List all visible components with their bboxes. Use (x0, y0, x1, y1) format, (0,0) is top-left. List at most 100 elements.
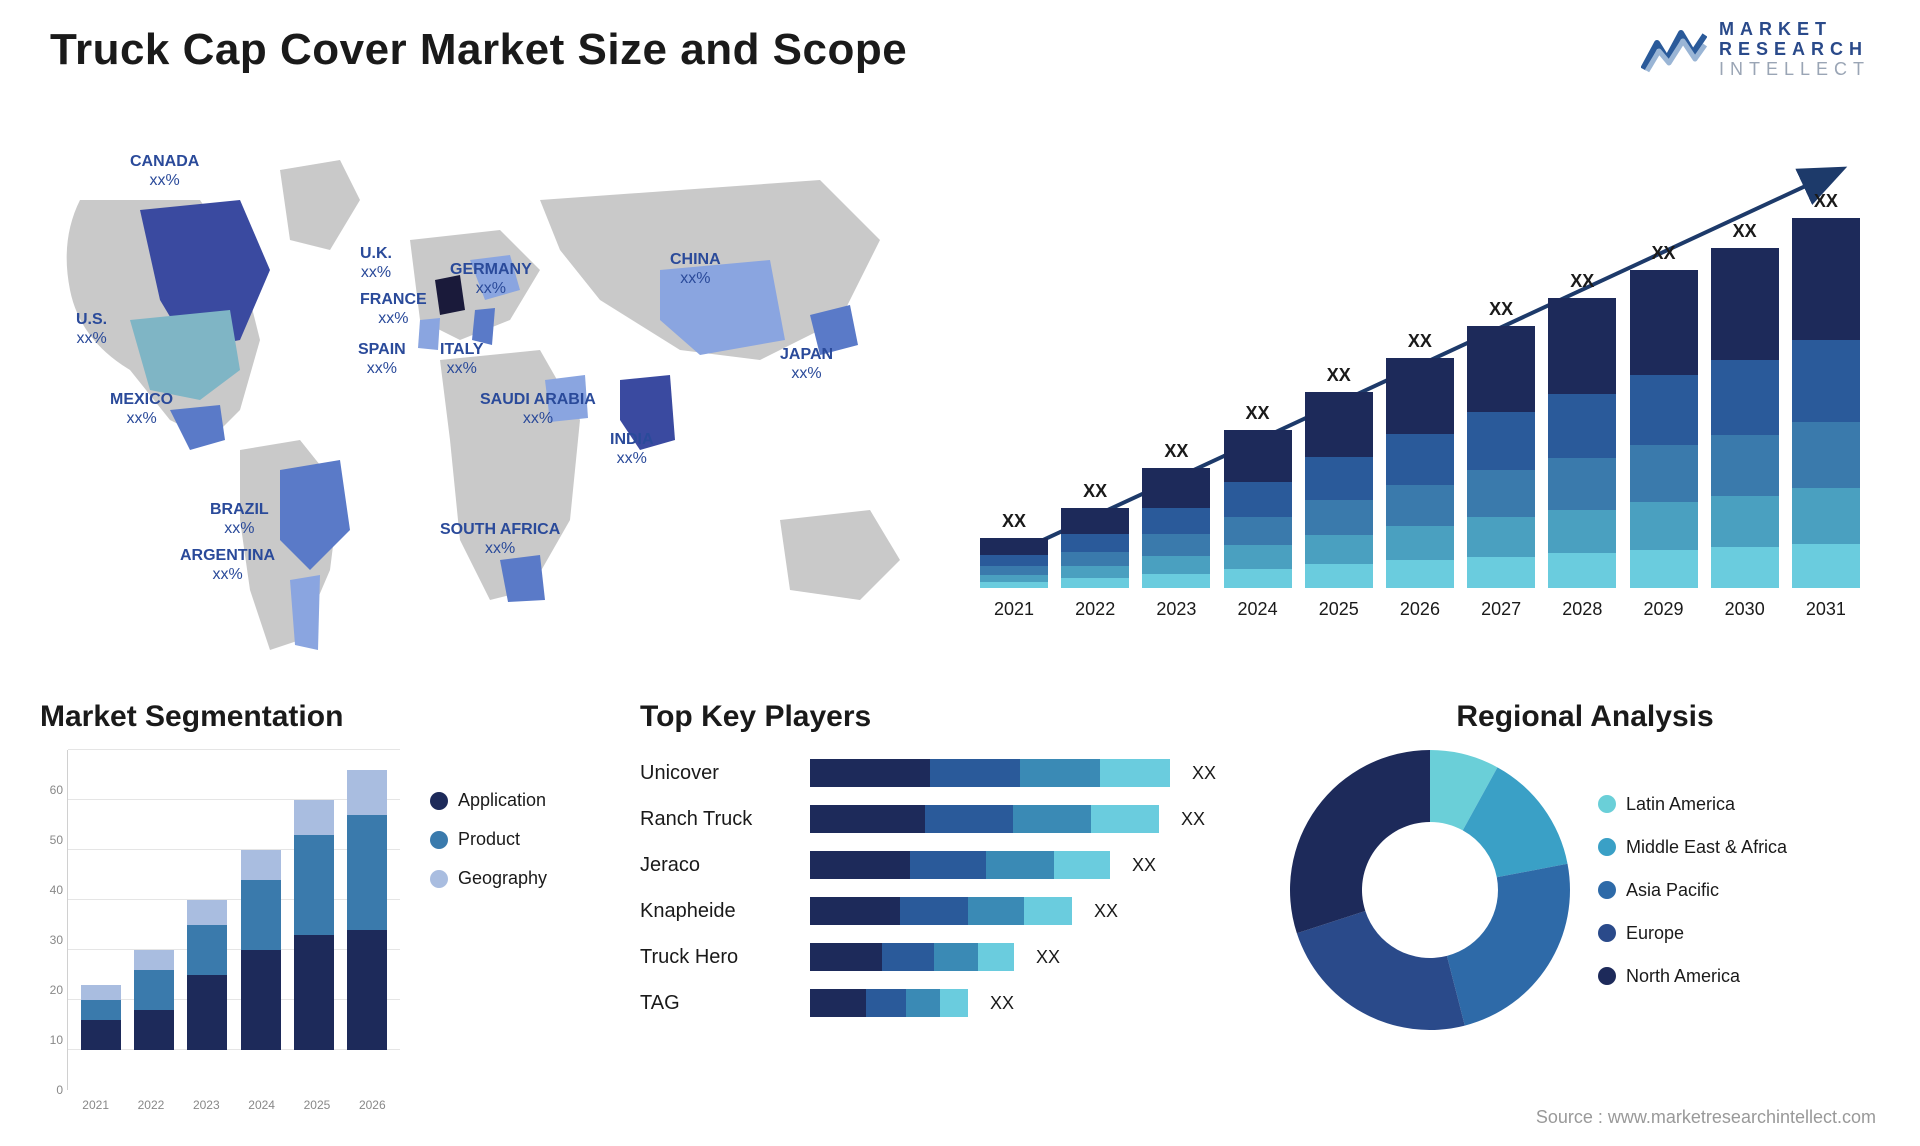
source-text: Source : www.marketresearchintellect.com (1536, 1107, 1876, 1128)
map-label: BRAZILxx% (210, 500, 269, 538)
region-legend-item: North America (1598, 966, 1787, 987)
growth-bar-label: XX (1814, 191, 1838, 212)
growth-bar: XX (1711, 221, 1779, 588)
region-legend-item: Latin America (1598, 794, 1787, 815)
player-name: Unicover (640, 762, 800, 785)
brand-logo: MARKET RESEARCH INTELLECT (1641, 20, 1870, 79)
seg-bar (294, 800, 334, 1050)
growth-bar: XX (980, 511, 1048, 588)
growth-bar-label: XX (1164, 441, 1188, 462)
map-label: ITALYxx% (440, 340, 484, 378)
map-label: U.K.xx% (360, 244, 392, 282)
player-name: Knapheide (640, 900, 800, 923)
growth-year-label: 2031 (1792, 599, 1860, 620)
growth-bar-label: XX (1002, 511, 1026, 532)
growth-year-label: 2028 (1548, 599, 1616, 620)
growth-year-label: 2022 (1061, 599, 1129, 620)
region-legend-item: Europe (1598, 923, 1787, 944)
growth-year-label: 2025 (1305, 599, 1373, 620)
map-label: INDIAxx% (610, 430, 654, 468)
growth-bar: XX (1792, 191, 1860, 588)
player-row: KnapheideXX (640, 888, 1260, 934)
map-label: U.S.xx% (76, 310, 107, 348)
header: Truck Cap Cover Market Size and Scope MA… (50, 20, 1870, 79)
player-row: Ranch Truck XX (640, 796, 1260, 842)
player-row: UnicoverXX (640, 750, 1260, 796)
players-list: UnicoverXXRanch TruckXXJeracoXXKnapheide… (640, 750, 1260, 1026)
region-legend-item: Middle East & Africa (1598, 837, 1787, 858)
growth-bar: XX (1548, 271, 1616, 588)
growth-bar: XX (1224, 403, 1292, 588)
growth-bar-label: XX (1570, 271, 1594, 292)
map-label: SOUTH AFRICAxx% (440, 520, 560, 558)
growth-bar-label: XX (1408, 331, 1432, 352)
growth-bar-label: XX (1733, 221, 1757, 242)
map-label: ARGENTINAxx% (180, 546, 275, 584)
player-name: Ranch Truck (640, 808, 800, 831)
growth-bar: XX (1142, 441, 1210, 588)
growth-bar: XX (1061, 481, 1129, 588)
player-value: XX (990, 993, 1014, 1014)
player-row: Truck HeroXX (640, 934, 1260, 980)
seg-bar (81, 985, 121, 1050)
growth-year-label: 2021 (980, 599, 1048, 620)
growth-year-label: 2026 (1386, 599, 1454, 620)
segmentation-chart: 0102030405060 Application Product Geograph… (40, 750, 600, 1090)
seg-yaxis: 0102030405060 (40, 750, 68, 1090)
map-label: GERMANYxx% (450, 260, 532, 298)
growth-bar-label: XX (1489, 299, 1513, 320)
logo-icon (1641, 25, 1707, 75)
seg-bar (187, 900, 227, 1050)
growth-year-label: 2029 (1630, 599, 1698, 620)
growth-year-label: 2027 (1467, 599, 1535, 620)
regional-title: Regional Analysis (1290, 700, 1880, 734)
seg-legend: Application Product Geography (400, 750, 600, 1090)
seg-xaxis: 202120222023202420252026 (68, 1098, 400, 1112)
player-value: XX (1181, 809, 1205, 830)
player-name: Jeraco (640, 854, 800, 877)
logo-line1: MARKET (1719, 20, 1870, 40)
growth-year-label: 2023 (1142, 599, 1210, 620)
growth-bar: XX (1386, 331, 1454, 588)
legend-item: Application (430, 790, 600, 811)
growth-chart: XX XX XX XX XX XX XX XX XX XX XX 2021 2022 2023 2024 2… (980, 140, 1860, 620)
map-label: SPAINxx% (358, 340, 406, 378)
map-label: JAPANxx% (780, 345, 833, 383)
player-value: XX (1036, 947, 1060, 968)
legend-item: Product (430, 829, 600, 850)
growth-bar: XX (1305, 365, 1373, 588)
players-title: Top Key Players (640, 700, 1260, 734)
growth-bar-label: XX (1246, 403, 1270, 424)
map-label: SAUDI ARABIAxx% (480, 390, 596, 428)
regional-legend: Latin AmericaMiddle East & AfricaAsia Pa… (1598, 794, 1787, 987)
growth-bar: XX (1630, 243, 1698, 588)
seg-bar (134, 950, 174, 1050)
player-name: TAG (640, 992, 800, 1015)
growth-bar-label: XX (1651, 243, 1675, 264)
growth-bar-label: XX (1327, 365, 1351, 386)
map-label: CANADAxx% (130, 152, 199, 190)
player-row: TAG XX (640, 980, 1260, 1026)
legend-item: Geography (430, 868, 600, 889)
segmentation-title: Market Segmentation (40, 700, 600, 734)
donut-slice (1297, 911, 1465, 1030)
growth-bar: XX (1467, 299, 1535, 588)
map-label: FRANCExx% (360, 290, 427, 328)
seg-bar (241, 850, 281, 1050)
segmentation-section: Market Segmentation 0102030405060 Applic… (40, 700, 600, 1090)
growth-year-label: 2024 (1224, 599, 1292, 620)
seg-bars (68, 750, 400, 1050)
players-section: Top Key Players UnicoverXXRanch TruckXXJ… (640, 700, 1260, 1026)
page-title: Truck Cap Cover Market Size and Scope (50, 25, 907, 75)
logo-line2: RESEARCH (1719, 40, 1870, 60)
logo-text: MARKET RESEARCH INTELLECT (1719, 20, 1870, 79)
map-label: CHINAxx% (670, 250, 721, 288)
growth-bar-label: XX (1083, 481, 1107, 502)
seg-bar (347, 770, 387, 1050)
donut-slice (1290, 750, 1430, 933)
world-map: CANADAxx%U.S.xx%MEXICOxx%BRAZILxx%ARGENT… (40, 140, 960, 690)
logo-line3: INTELLECT (1719, 60, 1870, 80)
donut-slice (1447, 864, 1570, 1026)
growth-year-label: 2030 (1711, 599, 1779, 620)
player-row: JeracoXX (640, 842, 1260, 888)
